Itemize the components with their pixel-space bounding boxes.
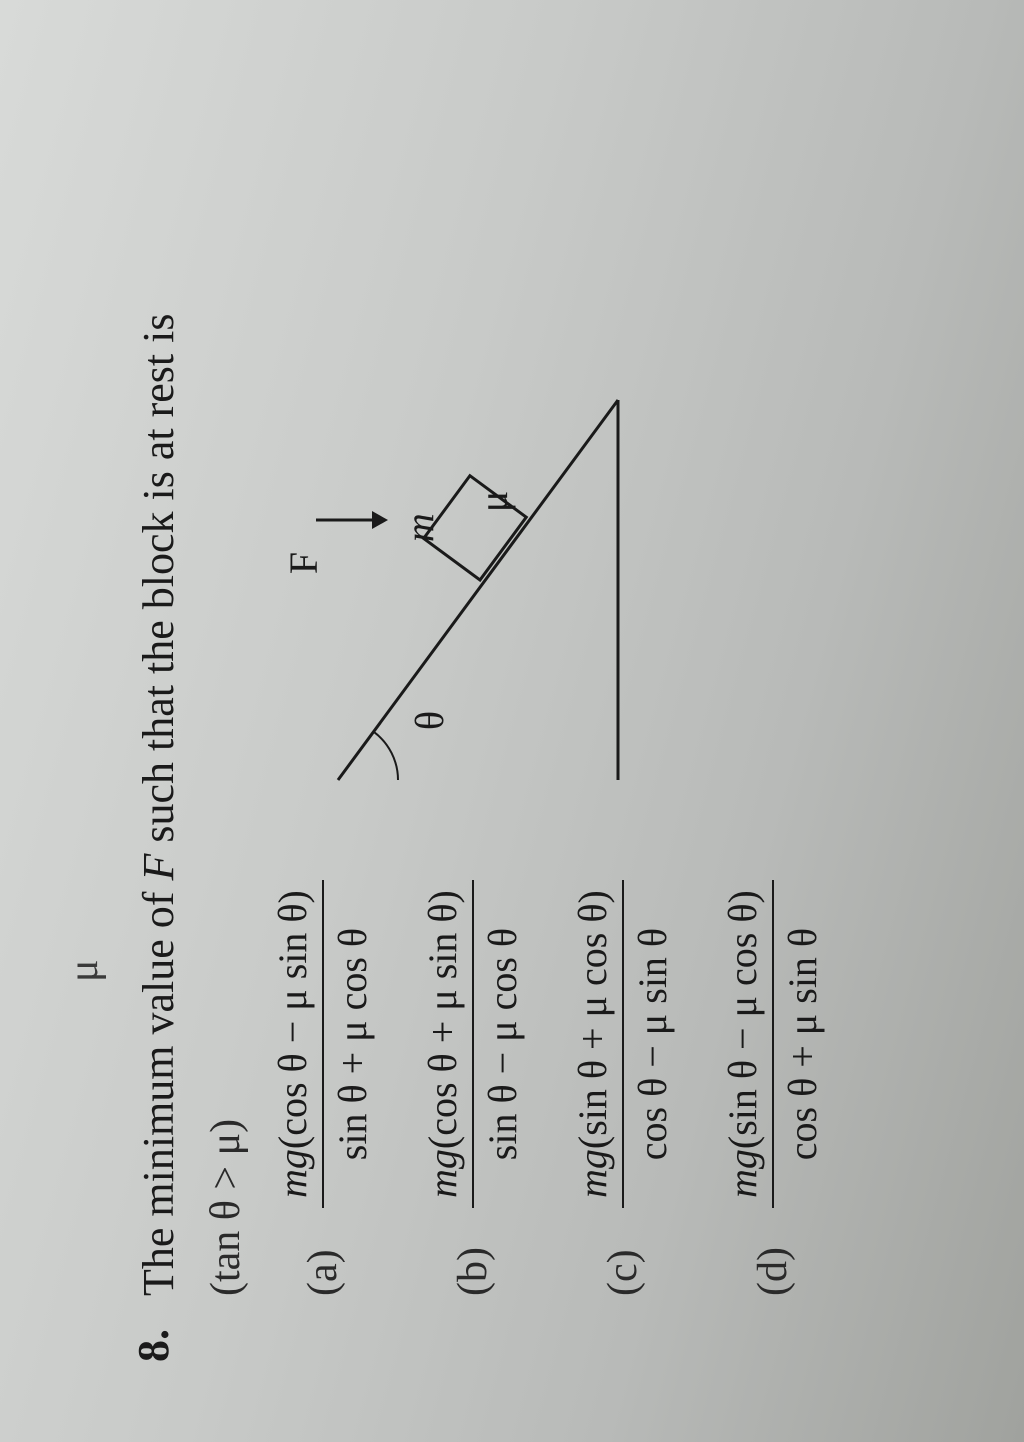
diagram-label-theta: θ <box>406 711 453 730</box>
top-mu-symbol: μ <box>60 80 108 982</box>
answer-a-numerator: mg(cos θ − μ sin θ) <box>268 880 324 1208</box>
answer-c: (c) mg(sin θ + μ cos θ) cos θ − μ sin θ <box>568 880 678 1296</box>
answer-a: (a) mg(cos θ − μ sin θ) sin θ + μ cos θ <box>268 880 378 1296</box>
question-text-part1: The minimum value of <box>134 881 183 1296</box>
question-row: 8. The minimum value of F such that the … <box>128 80 190 1362</box>
question-text-part2: such that the block is at rest is <box>134 314 183 854</box>
diagram-container: F m μ θ <box>278 380 663 800</box>
answer-c-fraction: mg(sin θ + μ cos θ) cos θ − μ sin θ <box>568 880 678 1208</box>
answer-d-num-prefix: mg <box>720 1149 765 1198</box>
answers-area: (a) mg(cos θ − μ sin θ) sin θ + μ cos θ … <box>268 80 868 1362</box>
answer-c-label: (c) <box>599 1226 647 1296</box>
page-content: μ 8. The minimum value of F such that th… <box>0 0 1024 1442</box>
answers-column: (a) mg(cos θ − μ sin θ) sin θ + μ cos θ … <box>268 880 868 1296</box>
answer-a-label: (a) <box>299 1226 347 1296</box>
answer-c-numerator: mg(sin θ + μ cos θ) <box>568 880 624 1208</box>
diagram-label-mu: μ <box>470 491 517 512</box>
answer-b-numerator: mg(cos θ + μ sin θ) <box>418 880 474 1208</box>
answer-a-fraction: mg(cos θ − μ sin θ) sin θ + μ cos θ <box>268 880 378 1208</box>
answer-b-num-prefix: mg <box>420 1149 465 1198</box>
answer-c-num-inside: (sin θ + μ cos θ) <box>570 890 615 1149</box>
question-condition: (tan θ > μ) <box>202 80 250 1296</box>
answer-c-denominator: cos θ − μ sin θ <box>624 918 678 1170</box>
answer-c-num-prefix: mg <box>570 1149 615 1198</box>
answer-d: (d) mg(sin θ − μ cos θ) cos θ + μ sin θ <box>718 880 828 1296</box>
answer-b-label: (b) <box>449 1226 497 1296</box>
diagram-label-F: F <box>280 552 327 574</box>
answer-b-fraction: mg(cos θ + μ sin θ) sin θ − μ cos θ <box>418 880 528 1208</box>
answer-a-denominator: sin θ + μ cos θ <box>324 918 378 1170</box>
answer-d-numerator: mg(sin θ − μ cos θ) <box>718 880 774 1208</box>
question-var-F: F <box>134 854 183 881</box>
question-text: The minimum value of F such that the blo… <box>128 314 190 1296</box>
answer-d-num-inside: (sin θ − μ cos θ) <box>720 890 765 1149</box>
incline-diagram <box>278 380 658 800</box>
answer-b-denominator: sin θ − μ cos θ <box>474 918 528 1170</box>
answer-a-num-inside: (cos θ − μ sin θ) <box>270 890 315 1149</box>
diagram-label-m: m <box>396 513 443 542</box>
answer-a-num-prefix: mg <box>270 1149 315 1198</box>
answer-d-fraction: mg(sin θ − μ cos θ) cos θ + μ sin θ <box>718 880 828 1208</box>
answer-d-denominator: cos θ + μ sin θ <box>774 918 828 1170</box>
answer-b: (b) mg(cos θ + μ sin θ) sin θ − μ cos θ <box>418 880 528 1296</box>
answer-b-num-inside: (cos θ + μ sin θ) <box>420 890 465 1149</box>
question-number: 8. <box>128 1312 190 1362</box>
answer-d-label: (d) <box>749 1226 797 1296</box>
